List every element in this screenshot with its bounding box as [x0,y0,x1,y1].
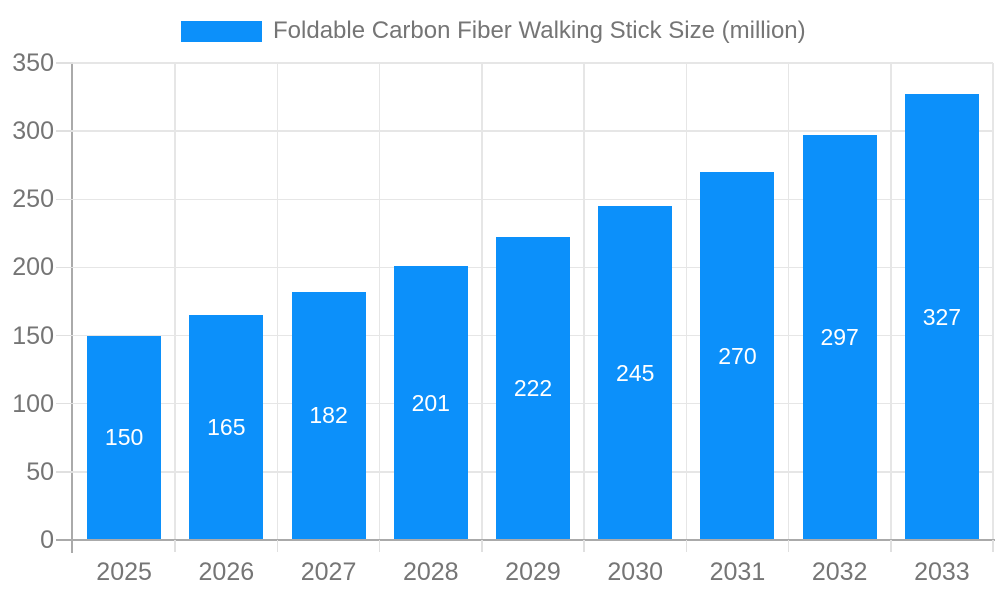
bar-2025[interactable]: 150 [87,335,162,540]
y-axis-label: 50 [26,457,54,486]
bar-2033[interactable]: 327 [904,94,979,540]
bar-value-label: 222 [513,375,553,402]
bar-2031[interactable]: 270 [700,172,775,540]
grid-line-vertical [890,63,892,540]
bar-value-label: 327 [922,303,962,330]
y-axis-line [71,63,73,553]
x-axis-tick [685,540,688,552]
x-axis-label: 2032 [811,558,868,586]
bar-value-label: 165 [207,414,246,441]
y-axis-tick [56,130,73,132]
bar-2028[interactable]: 201 [393,266,468,540]
bar-2027[interactable]: 182 [291,291,366,540]
y-axis-label: 0 [40,526,54,554]
y-axis-tick [56,471,73,473]
x-axis-label: 2031 [709,558,766,586]
y-axis-tick [56,334,73,337]
x-axis-tick [481,540,483,552]
y-axis-label: 250 [12,185,54,214]
x-axis-tick [174,540,176,552]
grid-line-vertical [276,63,279,540]
bar-value-label: 297 [820,324,859,351]
x-axis-label: 2033 [914,558,970,586]
x-axis-line [56,539,995,541]
bar-value-label: 201 [411,389,450,416]
bar-value-label: 245 [616,359,655,386]
y-axis-tick [56,198,73,201]
x-axis-tick [276,540,279,552]
bar-2032[interactable]: 297 [802,135,877,540]
grid-line-vertical [378,63,381,540]
x-axis-label: 2030 [607,558,664,586]
y-axis-label: 350 [12,49,54,77]
grid-line-vertical [583,63,585,540]
y-axis-label: 100 [12,389,54,418]
chart-legend[interactable]: Foldable Carbon Fiber Walking Stick Size… [181,17,806,44]
grid-line-vertical [481,63,483,540]
y-axis-tick [56,266,73,269]
bar-2029[interactable]: 222 [496,237,570,540]
y-axis-label: 150 [12,321,54,350]
plot-area: 150 165 182 201 222 245 270 297 327 [73,62,994,540]
x-axis-tick [378,540,381,552]
y-axis-label: 300 [12,117,54,146]
y-axis-tick [56,402,73,405]
x-axis-tick [890,540,892,552]
bar-2026[interactable]: 165 [189,315,264,540]
grid-line-vertical [992,63,994,540]
x-axis-label: 2026 [198,558,255,586]
x-axis-label: 2028 [402,558,459,586]
x-axis-label: 2029 [505,558,561,586]
grid-line-vertical [787,63,790,540]
legend-swatch [181,20,262,42]
x-axis-tick [787,540,790,552]
y-axis-label: 200 [12,253,54,282]
grid-line-vertical [174,63,176,540]
y-axis-tick [56,62,73,64]
bar-value-label: 150 [104,424,144,451]
x-axis-label: 2027 [300,558,357,586]
bar-value-label: 270 [718,342,757,369]
grid-line-horizontal [73,62,993,64]
legend-label: Foldable Carbon Fiber Walking Stick Size… [273,17,806,44]
x-axis-tick [583,540,585,552]
x-axis-tick [992,540,994,552]
bar-2030[interactable]: 245 [598,206,673,540]
x-axis-label: 2025 [96,558,152,586]
grid-line-horizontal [73,130,993,132]
grid-line-horizontal [73,198,993,201]
bar-value-label: 182 [309,402,348,429]
grid-line-vertical [685,63,688,540]
